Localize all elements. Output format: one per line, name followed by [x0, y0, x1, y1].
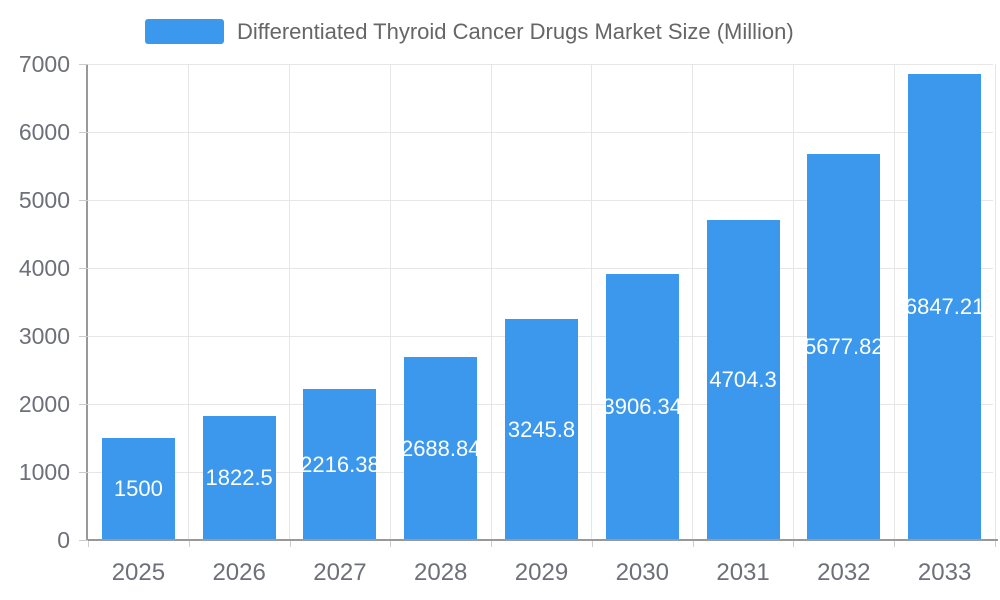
gridline-horizontal — [88, 199, 993, 201]
x-axis-label-2030: 2030 — [615, 559, 669, 586]
bar-2026[interactable]: 1822.5 — [202, 416, 276, 540]
x-axis-tick — [390, 541, 392, 547]
y-axis-tick — [79, 64, 88, 65]
x-axis-tick — [692, 541, 694, 547]
gridline-horizontal — [88, 131, 993, 133]
y-axis-tick — [79, 268, 88, 269]
gridline-vertical — [188, 64, 190, 540]
bar-2031[interactable]: 4704.3 — [706, 220, 780, 540]
plot-area: 1500 1822.5 2216.38 2688.84 3245.8 3906.34 470… — [86, 63, 996, 540]
x-axis-label-2032: 2032 — [817, 559, 871, 586]
x-axis-tick — [793, 541, 795, 547]
gridline-vertical — [994, 64, 996, 540]
bar-2032[interactable]: 5677.82 — [804, 153, 884, 540]
gridline-vertical — [289, 64, 291, 540]
gridline-horizontal — [88, 63, 993, 65]
legend-swatch-icon — [145, 19, 224, 44]
x-axis-tick — [289, 541, 291, 547]
bar-value-label: 1822.5 — [205, 465, 273, 491]
x-axis-tick — [491, 541, 493, 547]
y-axis-label: 7000 — [18, 51, 70, 77]
x-axis-label-2025: 2025 — [111, 559, 166, 586]
y-axis-label: 3000 — [18, 323, 70, 349]
bar-value-label: 6847.21 — [904, 294, 985, 320]
y-axis-label: 6000 — [18, 119, 70, 145]
bar-2025[interactable]: 1500 — [101, 438, 175, 540]
x-axis-tick — [995, 541, 996, 547]
bar-value-label: 2216.38 — [300, 451, 380, 477]
y-axis-tick — [79, 472, 88, 473]
gridline-vertical — [389, 64, 391, 540]
gridline-horizontal — [88, 267, 993, 269]
legend-label: Differentiated Thyroid Cancer Drugs Mark… — [237, 19, 794, 44]
bar-2029[interactable]: 3245.8 — [505, 319, 578, 540]
y-axis-tick — [79, 132, 88, 133]
y-axis-label: 5000 — [18, 187, 70, 213]
y-axis-label: 2000 — [18, 391, 70, 417]
bar-value-label: 3906.34 — [602, 394, 683, 420]
y-axis-tick — [79, 540, 88, 541]
x-axis-tick — [188, 541, 190, 547]
x-axis-tick — [88, 541, 89, 547]
gridline-vertical — [692, 64, 694, 540]
x-axis-label-2033: 2033 — [917, 559, 972, 586]
y-axis-tick — [79, 404, 88, 405]
gridline-vertical — [591, 64, 593, 540]
y-axis-tick — [79, 200, 88, 201]
y-axis-label: 0 — [57, 527, 70, 553]
gridline-vertical — [490, 64, 492, 540]
x-axis-label-2026: 2026 — [212, 559, 266, 586]
x-axis-tick — [894, 541, 896, 547]
x-axis-label-2031: 2031 — [716, 559, 770, 586]
x-axis-label-2028: 2028 — [414, 559, 468, 586]
bar-value-label: 5677.82 — [804, 333, 884, 359]
bar-2027[interactable]: 2216.38 — [300, 389, 380, 540]
bar-value-label: 2688.84 — [400, 435, 481, 461]
bar-2028[interactable]: 2688.84 — [401, 357, 480, 540]
x-axis-line — [87, 539, 998, 541]
bar-value-label: 1500 — [113, 476, 163, 501]
y-axis-label: 1000 — [18, 459, 70, 485]
gridline-vertical — [893, 64, 895, 540]
x-axis-label-2027: 2027 — [313, 559, 367, 586]
x-axis-tick — [591, 541, 593, 547]
bar-2033[interactable]: 6847.21 — [905, 74, 984, 540]
y-axis-tick — [79, 336, 88, 337]
bar-value-label: 4704.3 — [709, 367, 777, 393]
gridline-vertical — [792, 64, 794, 540]
bar-value-label: 3245.8 — [507, 416, 576, 442]
x-axis-label-2029: 2029 — [514, 559, 569, 586]
y-axis-label: 4000 — [18, 255, 70, 281]
legend-item[interactable]: Differentiated Thyroid Cancer Drugs Mark… — [145, 19, 794, 44]
bar-2030[interactable]: 3906.34 — [603, 274, 682, 540]
